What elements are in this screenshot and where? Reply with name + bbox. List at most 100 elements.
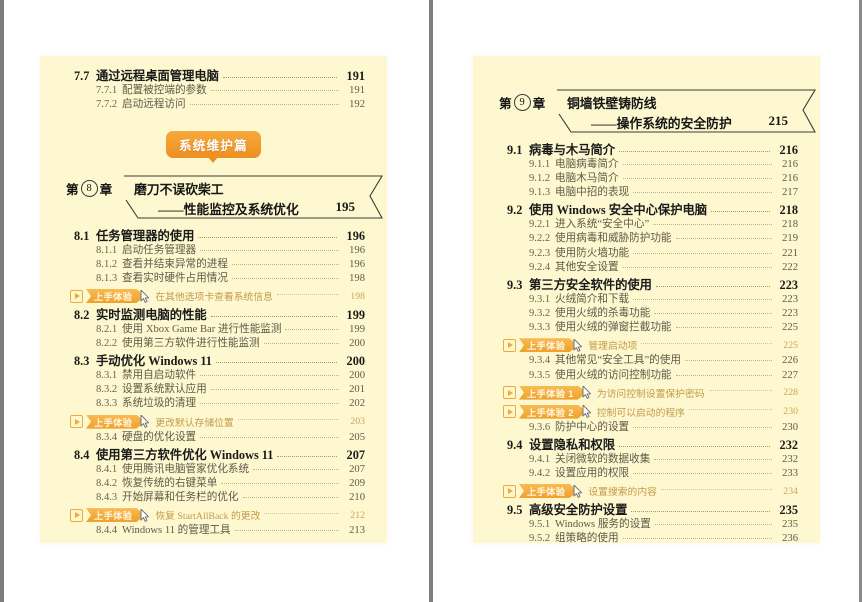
entry-number: 8.2.2 [96, 338, 118, 350]
toc-subsection-row: 9.3.6 防护中心的设置 230 [529, 421, 798, 434]
entry-title: 设置应用的权限 [555, 467, 630, 479]
toc-subsection-row: 9.1.1 电脑病毒简介 216 [529, 159, 798, 171]
page-number: 209 [349, 477, 365, 489]
entry-number: 9.1.2 [529, 173, 551, 185]
page-number: 236 [782, 533, 798, 545]
leader-dots [653, 224, 772, 226]
entry-number: 8.3 [74, 354, 90, 369]
leader-dots [253, 468, 339, 470]
entry-number: 8.2.1 [96, 323, 118, 335]
leader-dots [633, 426, 772, 428]
leader-dots [198, 236, 337, 238]
leader-dots [633, 252, 772, 254]
entry-number: 9.4.1 [529, 453, 551, 465]
entry-title: 其他安全设置 [555, 261, 619, 273]
leader-dots [221, 482, 339, 484]
page-number: 230 [782, 421, 798, 433]
cursor-pointer-icon [140, 415, 150, 428]
right-page: 第 9 章 铜墙铁壁铸防线 ——操作系统的安全防护 215 9.1 病毒与木马简介… [431, 0, 862, 602]
entry-title: 电脑中招的表现 [555, 187, 630, 199]
cursor-pointer-icon [582, 386, 592, 399]
entry-title: 实时监测电脑的性能 [96, 308, 207, 323]
left-page: 7.7 通过远程桌面管理电脑 191 7.7.1 配置被控端的参数 191 7.7.2 启动远… [40, 56, 387, 543]
toc-subsection-row: 9.2.4 其他安全设置 222 [529, 261, 798, 274]
entry-title: 配置被控端的参数 [122, 84, 207, 96]
section-banner: 系统维护篇 [165, 130, 261, 163]
toc-subsection-row: 8.4.3 开始屏幕和任务栏的优化 210 [96, 492, 365, 504]
spread-gutter-divider [429, 0, 433, 602]
toc-entries-left: 8.1 任务管理器的使用 196 8.1.1 启动任务管理器 196 8.1.2 查看并结束异… [62, 228, 365, 537]
page-number: 226 [782, 355, 798, 367]
entry-number: 9.4.2 [529, 467, 551, 479]
leader-dots [641, 342, 772, 344]
play-icon [503, 405, 516, 419]
page-number: 227 [782, 369, 798, 381]
leader-dots [234, 530, 339, 532]
entry-number: 8.4.1 [96, 463, 118, 475]
hands-on-experience-row: 上手体验 设置搜索的内容 234 [503, 484, 798, 499]
page-number: 230 [783, 406, 798, 418]
page-number: 201 [349, 384, 365, 396]
hands-on-title: 更改默认存储位置 [155, 417, 234, 429]
entry-title: 防护中心的设置 [555, 421, 630, 433]
entry-number: 9.3.1 [529, 293, 551, 305]
page-number: 225 [783, 339, 798, 351]
toc-subsection-row: 9.2.3 使用防火墙功能 221 [529, 248, 798, 260]
entry-title: 通过远程桌面管理电脑 [96, 69, 219, 83]
page-number: 225 [782, 322, 798, 334]
page-number: 218 [782, 219, 798, 231]
entry-title: 设置系统默认应用 [122, 384, 207, 396]
entry-number: 8.4.2 [96, 477, 118, 489]
chapter-title: 铜墙铁壁铸防线 [567, 97, 657, 111]
page-number: 203 [350, 416, 365, 428]
entry-number: 7.7.1 [96, 84, 118, 96]
toc-subsection-row: 9.4.2 设置应用的权限 233 [529, 467, 798, 480]
entry-title: 第三方安全软件的使用 [529, 277, 652, 292]
hands-on-title: 设置搜索的内容 [588, 487, 657, 498]
leader-dots [631, 511, 770, 512]
toc-subsection-row: 8.4.1 使用腾讯电脑管家优化系统 207 [96, 463, 365, 476]
toc-subsection-row: 8.3.4 硬盘的优化设置 205 [96, 432, 365, 444]
page-number: 207 [349, 463, 365, 475]
hands-on-experience-row: 上手体验 更改默认存储位置 203 [70, 414, 365, 429]
chapter-prefix: 第 [499, 97, 512, 111]
leader-dots [675, 327, 772, 329]
hands-on-experience-row: 上手体验 2 控制可以启动的程序 230 [503, 404, 798, 419]
entry-title: 火绒简介和下载 [555, 293, 630, 305]
hands-on-badge: 上手体验 2 [519, 405, 587, 419]
entry-title: 关闭微软的数据收集 [555, 453, 651, 465]
chapter-8-header: 第 8 章 磨刀不误砍柴工 ——性能监控及系统优化 195 [62, 174, 383, 222]
entry-title: 禁用自启动软件 [122, 370, 197, 382]
page-number: 223 [782, 307, 798, 319]
page-number: 223 [782, 293, 798, 305]
toc-subsection-row: 9.4.1 关闭微软的数据收集 232 [529, 453, 798, 466]
hands-on-title: 控制可以启动的程序 [596, 407, 685, 419]
entry-title: 使用火绒的访问控制功能 [555, 369, 672, 381]
entry-number: 8.3.1 [96, 370, 118, 382]
toc-subsection-row: 9.1.2 电脑木马简介 216 [529, 173, 798, 185]
toc-subsection-row: 8.1.1 启动任务管理器 196 [96, 244, 365, 257]
cursor-pointer-icon [140, 508, 150, 522]
hands-on-title: 恢复 StartAllBack 的更改 [155, 511, 261, 523]
entry-number: 8.1 [74, 228, 90, 243]
entry-title: 手动优化 Windows 11 [96, 354, 212, 369]
hands-on-badge: 上手体验 [519, 338, 578, 352]
play-icon [503, 386, 516, 400]
play-icon [503, 338, 516, 352]
entry-number: 9.3.4 [529, 355, 551, 367]
entry-number: 8.1.2 [96, 258, 118, 270]
hands-on-experience-row: 上手体验 管理启动项 225 [503, 338, 798, 353]
toc-subsection-row: 9.3.1 火绒简介和下载 223 [529, 293, 798, 306]
page-number: 222 [782, 261, 798, 273]
entry-title: Windows 服务的设置 [555, 518, 651, 530]
entry-number: 9.5.1 [529, 518, 551, 530]
leader-dots [633, 298, 772, 300]
toc-section-row: 8.3 手动优化 Windows 11 200 [74, 354, 365, 369]
entry-number: 8.1.1 [96, 244, 118, 256]
chapter-number-circle: 9 [513, 94, 531, 111]
toc-section-row: 8.4 使用第三方软件优化 Windows 11 207 [74, 448, 365, 461]
toc-subsection-row: 8.3.2 设置系统默认应用 201 [96, 385, 365, 396]
entry-title: 使用火绒的弹窗拦截功能 [555, 322, 672, 334]
page-number: 199 [349, 323, 365, 335]
leader-dots [619, 151, 770, 152]
